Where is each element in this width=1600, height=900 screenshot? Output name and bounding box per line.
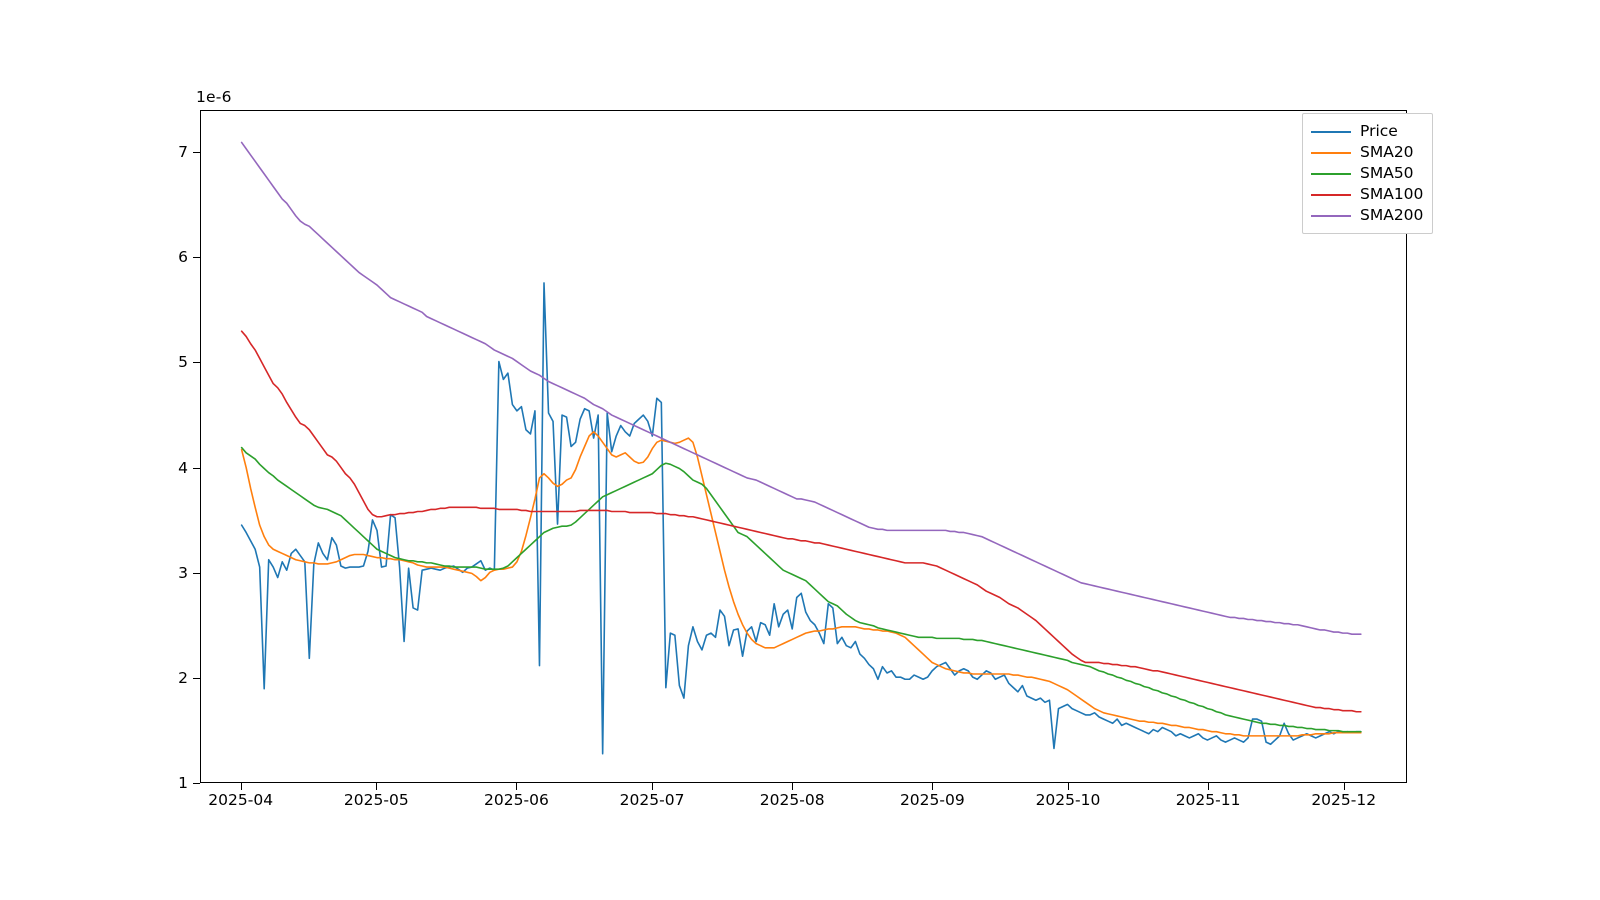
x-tick-label: 2025-12 <box>1311 791 1377 809</box>
series-line-sma200 <box>242 142 1361 634</box>
legend-swatch-price-icon <box>1311 130 1351 133</box>
x-tick-mark <box>1208 783 1210 790</box>
y-axis-offset-text: 1e-6 <box>196 88 232 106</box>
y-tick-mark <box>193 783 200 784</box>
x-tick-label: 2025-04 <box>208 791 274 809</box>
y-tick-mark <box>193 677 200 679</box>
series-line-sma100 <box>242 331 1361 712</box>
legend-label: SMA50 <box>1360 163 1414 182</box>
legend-swatch-sma20-icon <box>1311 151 1351 154</box>
x-tick-label: 2025-05 <box>343 791 409 809</box>
x-tick-mark <box>652 783 654 790</box>
series-line-price <box>242 283 1361 754</box>
legend-swatch-sma100-icon <box>1311 193 1351 196</box>
y-tick-label: 2 <box>178 668 188 687</box>
y-tick-mark <box>193 152 200 154</box>
legend-label: SMA100 <box>1360 184 1424 203</box>
y-tick-label: 4 <box>178 458 188 477</box>
y-tick-mark <box>193 362 200 364</box>
x-tick-mark <box>932 783 934 790</box>
y-tick-label: 1 <box>178 774 188 792</box>
x-tick-mark <box>792 783 794 790</box>
legend-label: SMA20 <box>1360 142 1414 161</box>
x-tick-mark <box>1343 783 1345 790</box>
y-tick-mark <box>193 257 200 259</box>
legend-item-sma50[interactable]: SMA50 <box>1311 163 1423 184</box>
legend-item-sma20[interactable]: SMA20 <box>1311 142 1423 163</box>
legend-item-sma100[interactable]: SMA100 <box>1311 184 1423 205</box>
x-tick-mark <box>376 783 378 790</box>
series-line-sma50 <box>242 448 1361 732</box>
x-tick-mark <box>240 783 242 790</box>
y-tick-label: 5 <box>178 353 188 372</box>
series-canvas <box>201 111 1406 782</box>
x-tick-label: 2025-07 <box>619 791 685 809</box>
legend-item-price[interactable]: Price <box>1311 121 1423 142</box>
y-tick-label: 3 <box>178 563 188 582</box>
legend-item-sma200[interactable]: SMA200 <box>1311 205 1423 226</box>
y-tick-label: 7 <box>178 143 188 162</box>
x-tick-label: 2025-10 <box>1035 791 1101 809</box>
legend-label: Price <box>1360 121 1398 140</box>
legend-label: SMA200 <box>1360 205 1424 224</box>
plot-area <box>200 110 1407 783</box>
x-tick-label: 2025-11 <box>1175 791 1241 809</box>
chart-legend: Price SMA20 SMA50 SMA100 SMA200 <box>1302 113 1434 234</box>
x-tick-mark <box>1067 783 1069 790</box>
x-tick-label: 2025-08 <box>759 791 825 809</box>
x-tick-mark <box>516 783 518 790</box>
x-tick-label: 2025-09 <box>899 791 965 809</box>
x-tick-label: 2025-06 <box>484 791 549 809</box>
y-tick-mark <box>193 572 200 574</box>
legend-swatch-sma200-icon <box>1311 214 1351 217</box>
legend-swatch-sma50-icon <box>1311 172 1351 175</box>
y-tick-label: 6 <box>178 248 188 267</box>
series-line-sma20 <box>242 432 1361 736</box>
y-tick-mark <box>193 467 200 469</box>
